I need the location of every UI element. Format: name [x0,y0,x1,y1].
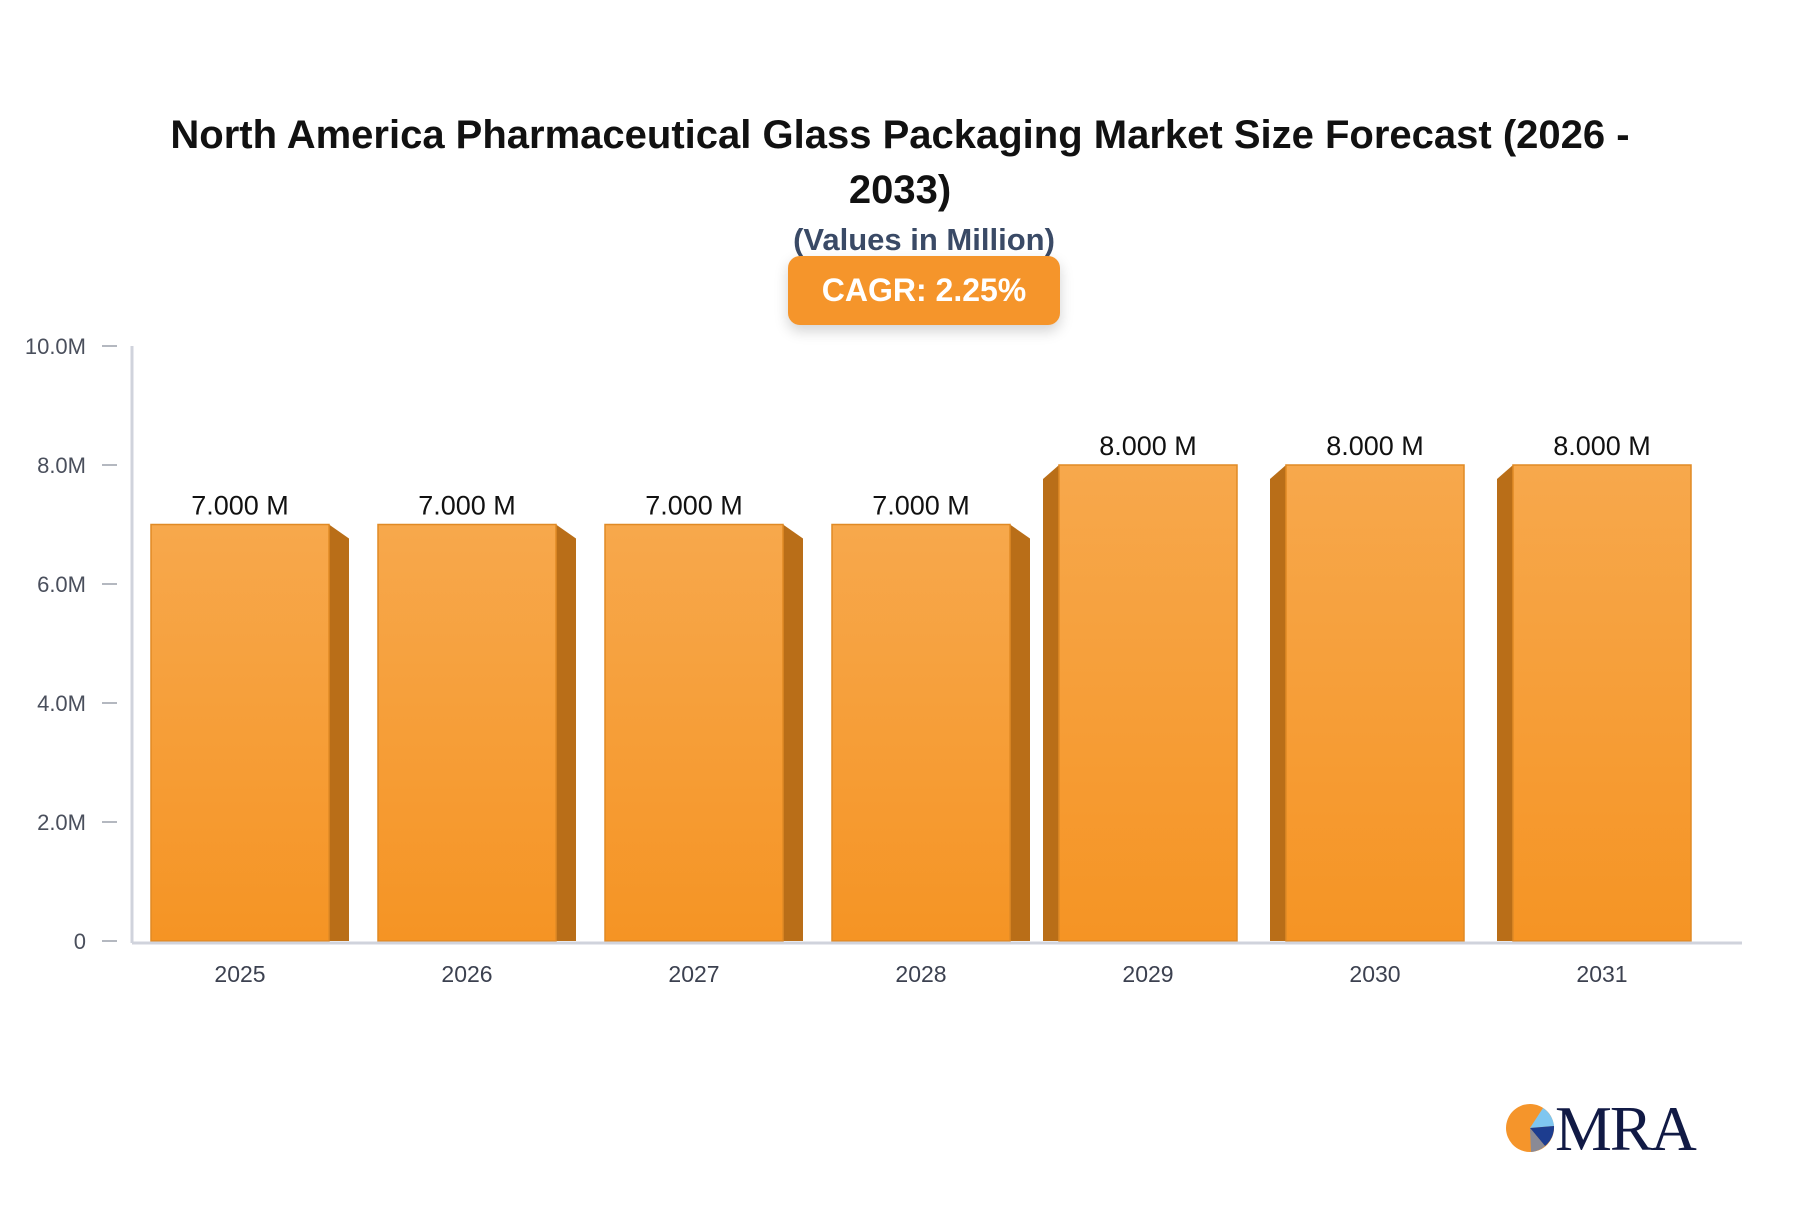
bar [831,523,1011,942]
data-label: 8.000 M [1326,431,1424,461]
mra-logo: MRA [1505,1093,1697,1164]
x-tick-label: 2028 [895,961,946,987]
y-tick-label: 2.0M [37,810,86,835]
x-tick-label: 2025 [214,961,265,987]
x-tick-label: 2031 [1576,961,1627,987]
bar-side [329,524,349,941]
bar [604,523,784,942]
y-tick-label: 4.0M [37,691,86,716]
x-tick-label: 2030 [1349,961,1400,987]
bar-side [1497,465,1513,941]
bar [1058,464,1238,942]
bar-side [1043,465,1059,941]
x-tick-label: 2029 [1122,961,1173,987]
x-tick-label: 2027 [668,961,719,987]
data-label: 8.000 M [1099,431,1197,461]
chart-title: North America Pharmaceutical Glass Packa… [170,113,1630,212]
y-tick-label: 10.0M [25,334,86,359]
data-label: 7.000 M [645,491,743,521]
data-label: 7.000 M [418,491,516,521]
bar-side [1010,524,1030,941]
bar-side [1270,465,1286,941]
chart-subtitle: (Values in Million) [793,222,1055,257]
x-tick-label: 2026 [441,961,492,987]
bar [150,523,330,942]
bar [377,523,557,942]
logo-text: MRA [1555,1093,1697,1164]
bar-side [783,524,803,941]
bar-side [556,524,576,941]
bar [1285,464,1465,942]
data-label: 8.000 M [1553,431,1651,461]
bar [1512,464,1692,942]
cagr-badge: CAGR: 2.25% [788,256,1060,325]
y-tick-label: 8.0M [37,453,86,478]
y-tick-label: 0 [74,929,86,954]
y-tick-label: 6.0M [37,572,86,597]
data-label: 7.000 M [872,491,970,521]
pie-logo-icon [1506,1104,1555,1152]
data-label: 7.000 M [191,491,289,521]
